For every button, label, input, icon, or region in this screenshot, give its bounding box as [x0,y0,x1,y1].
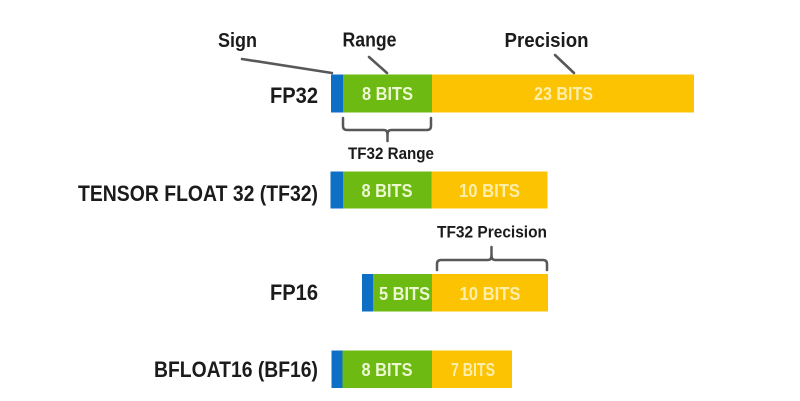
svg-text:10 BITS: 10 BITS [459,181,520,201]
svg-text:BFLOAT16 (BF16): BFLOAT16 (BF16) [154,357,318,382]
svg-text:TF32 Range: TF32 Range [348,144,434,163]
svg-text:TENSOR FLOAT 32 (TF32): TENSOR FLOAT 32 (TF32) [78,181,318,206]
svg-text:8 BITS: 8 BITS [362,360,413,380]
svg-text:5 BITS: 5 BITS [379,284,430,304]
svg-text:Sign: Sign [218,30,257,52]
svg-text:Precision: Precision [505,30,589,52]
svg-text:8 BITS: 8 BITS [362,84,413,104]
svg-text:7 BITS: 7 BITS [451,360,495,380]
svg-text:23 BITS: 23 BITS [534,84,593,104]
svg-text:FP16: FP16 [270,280,318,305]
svg-text:8 BITS: 8 BITS [362,181,413,201]
svg-text:Range: Range [343,30,397,52]
svg-text:10 BITS: 10 BITS [460,284,521,304]
svg-text:TF32 Precision: TF32 Precision [437,223,547,242]
svg-text:FP32: FP32 [270,83,318,108]
